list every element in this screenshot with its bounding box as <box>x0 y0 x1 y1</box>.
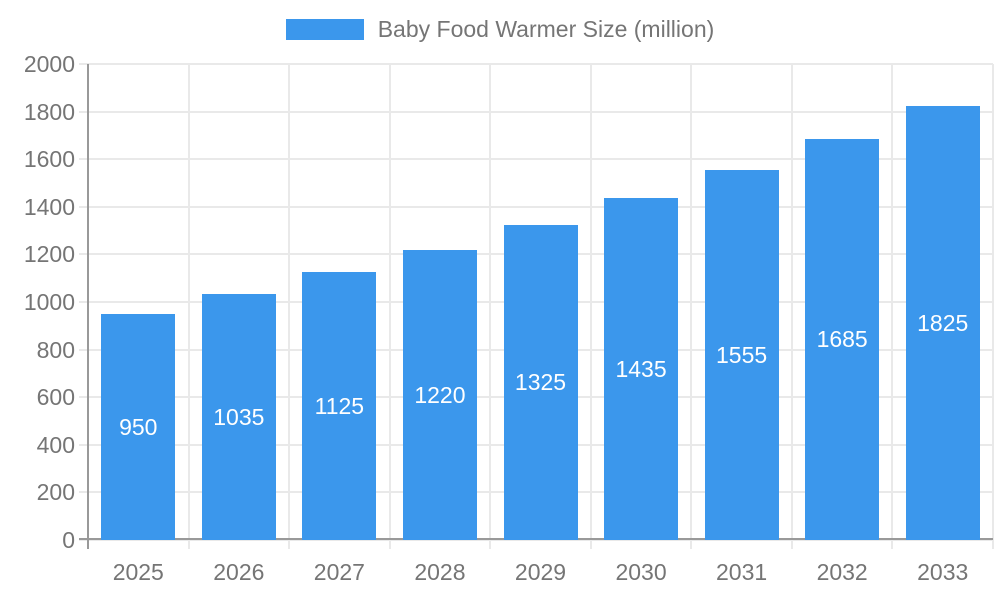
y-gridline <box>79 63 993 65</box>
x-gridline <box>388 64 391 549</box>
y-axis-label: 1000 <box>23 289 75 315</box>
plot-area: 0 200 400 600 800 1000 1200 1400 1600 1800 2000 202… <box>24 51 994 585</box>
x-gridline <box>690 64 693 549</box>
x-gridline <box>992 64 994 549</box>
bar-value-label: 1435 <box>615 356 667 383</box>
y-axis-line <box>87 64 89 549</box>
x-axis-label: 2030 <box>615 559 667 585</box>
x-axis-label: 2025 <box>112 559 164 585</box>
y-gridline <box>79 539 993 541</box>
y-axis-label: 600 <box>36 384 75 411</box>
y-axis-label: 1600 <box>23 146 75 173</box>
bar <box>402 249 477 540</box>
legend-swatch <box>285 19 364 40</box>
chart-legend: Baby Food Warmer Size (million) <box>0 16 1000 43</box>
y-gridline <box>79 205 993 208</box>
bar-value-label: 1685 <box>816 326 868 353</box>
bar-value-label: 1325 <box>514 369 567 396</box>
y-axis-label: 2000 <box>23 51 75 77</box>
y-axis-label: 0 <box>62 527 75 553</box>
x-gridline <box>187 64 190 549</box>
y-axis-label: 1800 <box>23 98 75 125</box>
x-gridline <box>489 64 492 549</box>
x-gridline <box>589 64 592 549</box>
x-axis-label: 2028 <box>414 559 466 585</box>
bar-value-label: 1220 <box>414 381 466 408</box>
y-gridline <box>79 110 993 113</box>
legend-label: Baby Food Warmer Size (million) <box>377 16 715 42</box>
legend-item[interactable]: Baby Food Warmer Size (million) <box>285 16 715 43</box>
x-gridline <box>891 64 894 549</box>
x-axis-label: 2026 <box>213 559 265 585</box>
bar <box>604 198 679 540</box>
bar <box>503 224 578 540</box>
bar-value-label: 1125 <box>314 393 365 420</box>
bar <box>704 169 779 540</box>
y-axis-label: 1400 <box>23 193 75 220</box>
y-axis-label: 1200 <box>23 241 75 268</box>
bar <box>302 272 377 540</box>
bar-value-label: 1555 <box>716 341 768 368</box>
bar <box>905 105 980 540</box>
x-axis-label: 2033 <box>917 559 969 585</box>
y-axis-label: 800 <box>36 336 75 363</box>
bar <box>805 138 880 540</box>
x-gridline <box>790 64 793 549</box>
x-axis-label: 2027 <box>313 559 365 585</box>
bar-value-label: 1035 <box>213 403 265 430</box>
bar <box>101 313 176 540</box>
y-axis-label: 400 <box>36 431 75 458</box>
x-axis-label: 2031 <box>716 559 768 585</box>
y-axis-label: 200 <box>36 479 75 506</box>
bar <box>201 293 276 540</box>
bar-value-label: 950 <box>119 413 158 440</box>
y-gridline <box>79 158 993 161</box>
bar-value-label: 1825 <box>917 309 969 336</box>
x-gridline <box>288 64 291 549</box>
x-axis-label: 2032 <box>816 559 868 585</box>
x-axis-label: 2029 <box>514 559 567 585</box>
